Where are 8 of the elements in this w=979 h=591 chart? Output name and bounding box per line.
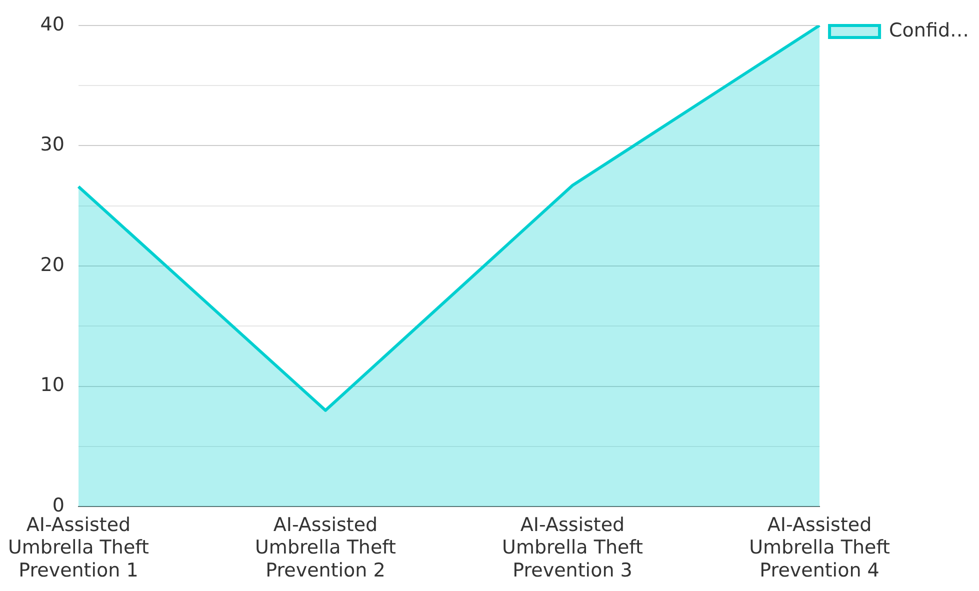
x-tick-label: AI-Assisted Umbrella Theft Prevention 3 — [502, 514, 643, 582]
legend-label: Confid… — [889, 19, 970, 42]
y-tick-label: 10 — [40, 374, 64, 396]
x-tick-label: AI-Assisted Umbrella Theft Prevention 2 — [255, 514, 396, 582]
y-tick-label: 30 — [40, 134, 64, 156]
y-tick-label: 40 — [40, 13, 64, 36]
x-tick-label: AI-Assisted Umbrella Theft Prevention 4 — [749, 514, 890, 582]
y-tick-label: 20 — [40, 254, 64, 276]
